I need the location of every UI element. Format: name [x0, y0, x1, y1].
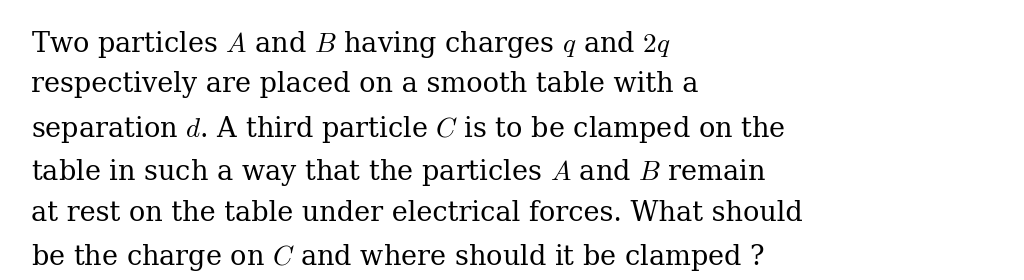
Text: Two particles $A$ and $B$ having charges $q$ and $2q$: Two particles $A$ and $B$ having charges… — [31, 29, 670, 60]
Text: separation $d$. A third particle $C$ is to be clamped on the: separation $d$. A third particle $C$ is … — [31, 114, 785, 145]
Text: at rest on the table under electrical forces. What should: at rest on the table under electrical fo… — [31, 200, 803, 227]
Text: table in such a way that the particles $A$ and $B$ remain: table in such a way that the particles $… — [31, 157, 766, 188]
Text: respectively are placed on a smooth table with a: respectively are placed on a smooth tabl… — [31, 71, 698, 99]
Text: be the charge on $C$ and where should it be clamped ?: be the charge on $C$ and where should it… — [31, 242, 765, 273]
